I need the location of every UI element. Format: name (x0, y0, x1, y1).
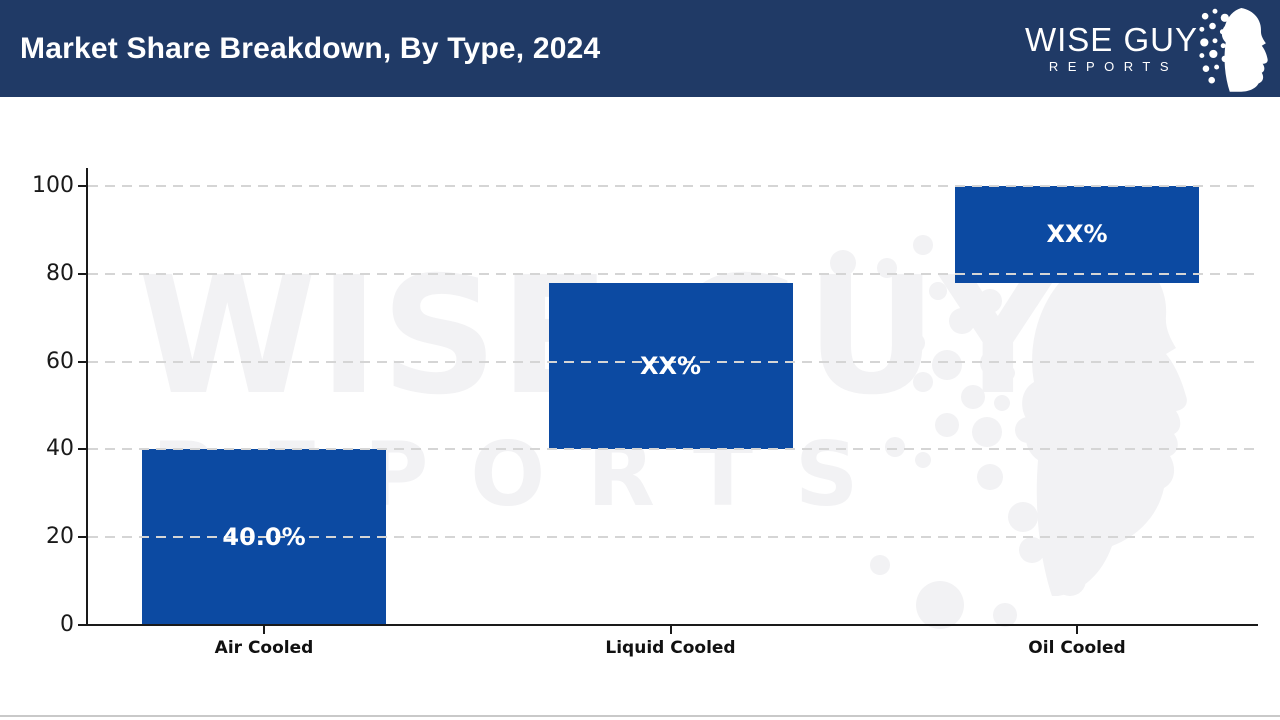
watermark-face-icon (830, 235, 1187, 629)
page-title: Market Share Breakdown, By Type, 2024 (20, 31, 601, 65)
chart-area: WISE GUY REPORTS 0 20 40 60 80 100 40.0% Air Co… (0, 97, 1280, 720)
x-tick-mark (263, 626, 265, 634)
y-tick-label: 60 (46, 348, 74, 374)
y-tick-label: 0 (60, 612, 74, 637)
bottom-border-line (0, 715, 1280, 717)
gridline-y40 (88, 448, 1256, 451)
gridline-y60 (88, 360, 1256, 363)
y-tick-mark (78, 624, 87, 626)
bar-value-label: 40.0% (222, 523, 306, 552)
bar-value-label: XX% (639, 351, 702, 380)
y-tick-label: 20 (46, 524, 74, 550)
bar-oil-cooled (955, 186, 1199, 283)
bar-value-label: XX% (1046, 220, 1108, 249)
y-tick-mark (78, 360, 87, 363)
y-tick-label: 40 (46, 436, 74, 462)
brand-logo-text: WISE GUY REPORTS (1024, 21, 1198, 75)
y-axis-line (86, 168, 88, 626)
x-axis-line (86, 624, 1258, 626)
x-tick-mark (669, 626, 672, 634)
bar-liquid-cooled (548, 282, 793, 450)
y-tick-mark (78, 536, 87, 539)
x-tick-mark (1076, 626, 1078, 634)
header-bar: Market Share Breakdown, By Type, 2024 WI… (0, 0, 1280, 97)
y-tick-label: 80 (46, 260, 74, 286)
category-label: Air Cooled (214, 638, 314, 658)
y-tick-mark (78, 448, 87, 451)
brand-subtitle: REPORTS (1048, 59, 1179, 74)
category-label: Liquid Cooled (605, 638, 736, 658)
y-tick-label: 100 (32, 173, 74, 198)
y-tick-mark (78, 185, 87, 187)
brand-logo: WISE GUY REPORTS (1025, 0, 1270, 97)
category-label: Oil Cooled (1028, 638, 1126, 658)
wiseguy-face-icon (1199, 7, 1268, 92)
gridline-y80 (88, 272, 1256, 275)
gridline-y20 (88, 536, 1256, 539)
brand-name: WISE GUY (1024, 21, 1198, 58)
y-tick-mark (78, 272, 87, 275)
gridline-y100 (88, 185, 1256, 187)
